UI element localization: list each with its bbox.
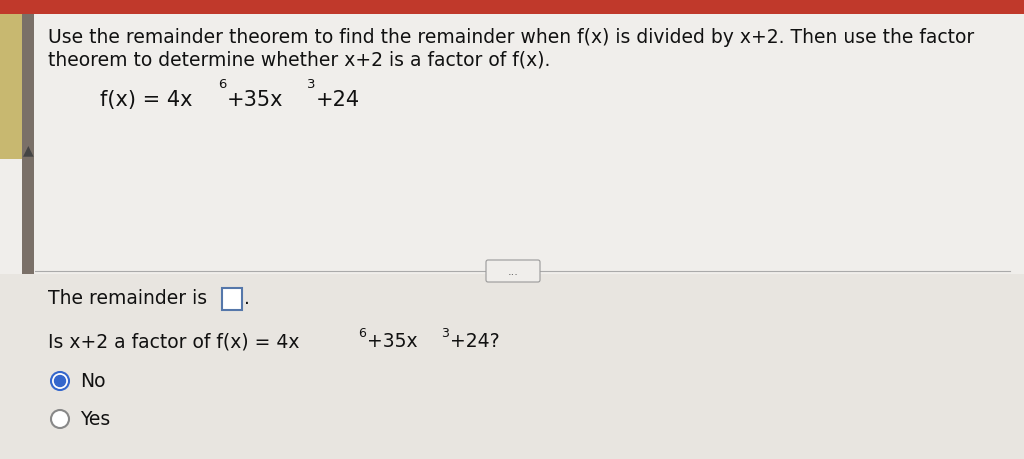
Text: f(x) = 4x: f(x) = 4x: [100, 90, 193, 110]
Text: +35x: +35x: [227, 90, 284, 110]
Text: +24: +24: [316, 90, 360, 110]
Circle shape: [51, 372, 69, 390]
FancyBboxPatch shape: [486, 260, 540, 282]
Text: 6: 6: [218, 78, 226, 91]
Text: +24?: +24?: [450, 332, 500, 351]
Text: ▲: ▲: [23, 143, 34, 157]
Text: 3: 3: [441, 327, 449, 340]
Text: No: No: [80, 372, 105, 391]
Text: .: .: [244, 288, 250, 307]
Text: +35x: +35x: [367, 332, 418, 351]
Text: Yes: Yes: [80, 409, 111, 429]
Bar: [0, 15, 22, 160]
Bar: [0, 15, 1024, 274]
Bar: [0, 274, 1024, 459]
Text: Use the remainder theorem to find the remainder when f(x) is divided by x+2. The: Use the remainder theorem to find the re…: [48, 28, 974, 47]
Text: Is x+2 a factor of f(x) = 4x: Is x+2 a factor of f(x) = 4x: [48, 332, 299, 351]
Text: 6: 6: [358, 327, 366, 340]
Bar: [0, 0, 1024, 15]
Text: The remainder is: The remainder is: [48, 288, 207, 307]
Text: ...: ...: [508, 266, 518, 276]
Text: 3: 3: [307, 78, 315, 91]
FancyBboxPatch shape: [222, 288, 242, 310]
Circle shape: [54, 375, 66, 386]
Bar: [22, 15, 34, 274]
Circle shape: [51, 410, 69, 428]
Text: theorem to determine whether x+2 is a factor of f(x).: theorem to determine whether x+2 is a fa…: [48, 50, 550, 69]
